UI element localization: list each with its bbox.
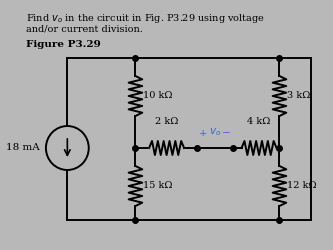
- Text: +: +: [199, 129, 207, 138]
- Text: −: −: [222, 129, 231, 138]
- Text: Find $v_o$ in the circuit in Fig. P3.29 using voltage: Find $v_o$ in the circuit in Fig. P3.29 …: [26, 12, 266, 25]
- Text: 4 kΩ: 4 kΩ: [247, 117, 271, 126]
- Text: 12 kΩ: 12 kΩ: [287, 182, 317, 190]
- Text: 2 kΩ: 2 kΩ: [155, 117, 178, 126]
- Text: $v_o$: $v_o$: [209, 126, 221, 138]
- Text: 15 kΩ: 15 kΩ: [143, 182, 173, 190]
- Text: and/or current division.: and/or current division.: [26, 24, 143, 33]
- Text: 18 mA: 18 mA: [6, 144, 40, 152]
- Text: 10 kΩ: 10 kΩ: [143, 92, 173, 100]
- Text: Figure P3.29: Figure P3.29: [26, 40, 101, 49]
- Circle shape: [46, 126, 89, 170]
- Text: 3 kΩ: 3 kΩ: [287, 92, 311, 100]
